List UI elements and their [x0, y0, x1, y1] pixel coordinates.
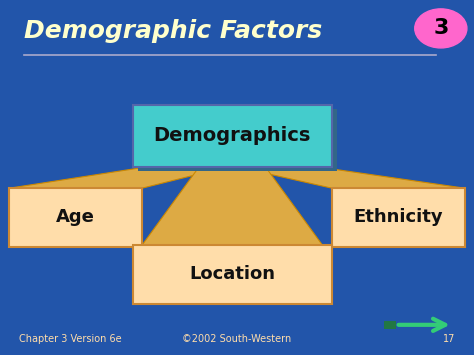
Text: Demographics: Demographics [154, 126, 311, 145]
Text: Age: Age [56, 208, 95, 226]
Text: ©2002 South-Western: ©2002 South-Western [182, 334, 292, 344]
Polygon shape [142, 167, 322, 245]
Text: 3: 3 [433, 18, 448, 38]
Polygon shape [237, 167, 465, 188]
Text: Location: Location [189, 265, 275, 283]
Text: Demographic Factors: Demographic Factors [24, 18, 322, 43]
Text: Ethnicity: Ethnicity [353, 208, 443, 226]
FancyBboxPatch shape [133, 245, 332, 304]
FancyBboxPatch shape [332, 188, 465, 247]
Circle shape [415, 9, 467, 48]
FancyBboxPatch shape [133, 105, 332, 167]
Polygon shape [9, 167, 228, 188]
Text: 17: 17 [443, 334, 455, 344]
FancyBboxPatch shape [384, 321, 396, 329]
FancyBboxPatch shape [9, 188, 142, 247]
FancyBboxPatch shape [138, 109, 337, 171]
Text: Chapter 3 Version 6e: Chapter 3 Version 6e [19, 334, 122, 344]
